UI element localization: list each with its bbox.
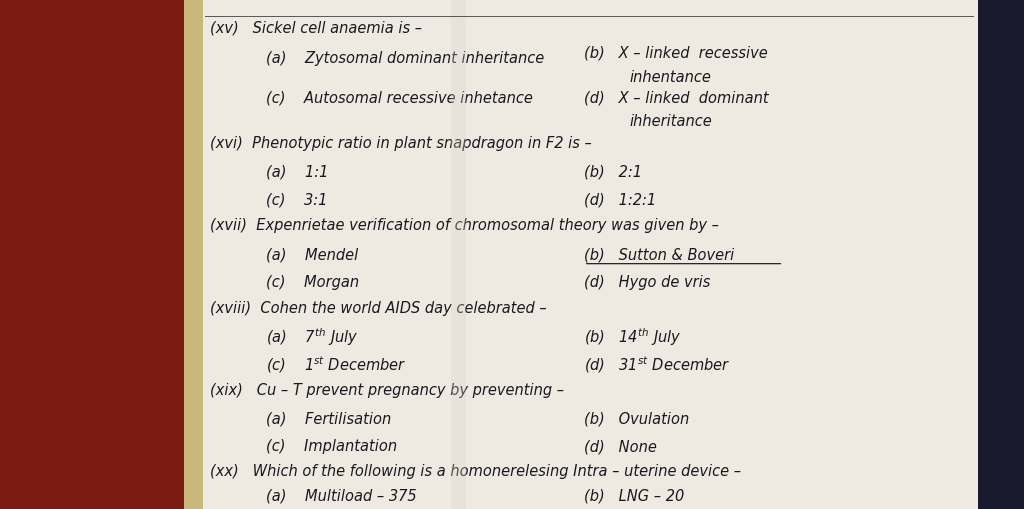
Text: (xvi)  Phenotypic ratio in plant snapdragon in F2 is –: (xvi) Phenotypic ratio in plant snapdrag… [210, 136, 592, 151]
Text: (b)   14$^{th}$ July: (b) 14$^{th}$ July [584, 326, 681, 348]
Text: (b)   2:1: (b) 2:1 [584, 164, 642, 179]
Text: ihheritance: ihheritance [630, 114, 713, 129]
Text: (a)    Zytosomal dominant inheritance: (a) Zytosomal dominant inheritance [266, 51, 545, 66]
Text: (b)   X – linked  recessive: (b) X – linked recessive [584, 46, 767, 61]
Text: (c)    1$^{st}$ December: (c) 1$^{st}$ December [266, 355, 407, 375]
Text: (d)   Hygo de vris: (d) Hygo de vris [584, 275, 710, 290]
Text: (a)    Fertilisation: (a) Fertilisation [266, 411, 391, 427]
Text: (a)    Mendel: (a) Mendel [266, 247, 358, 262]
Text: (b)   LNG – 20: (b) LNG – 20 [584, 488, 684, 503]
Text: (c)    Autosomal recessive inhetance: (c) Autosomal recessive inhetance [266, 90, 534, 105]
Text: (a)    1:1: (a) 1:1 [266, 164, 329, 179]
Bar [451, 0, 466, 509]
Bar [881, 0, 1024, 509]
Text: (a)    7$^{th}$ July: (a) 7$^{th}$ July [266, 326, 358, 348]
Text: (c)    Morgan: (c) Morgan [266, 275, 359, 290]
Text: (c)    3:1: (c) 3:1 [266, 192, 328, 207]
Text: (d)   1:2:1: (d) 1:2:1 [584, 192, 655, 207]
Text: (xix)   Cu – T prevent pregnancy by preventing –: (xix) Cu – T prevent pregnancy by preven… [210, 383, 564, 399]
Text: (b)   Sutton & Boveri: (b) Sutton & Boveri [584, 247, 734, 262]
Text: (xx)   Which of the following is a homonerelesing Intra – uterine device –: (xx) Which of the following is a homoner… [210, 464, 741, 479]
Text: (c)    Implantation: (c) Implantation [266, 439, 397, 455]
Text: (d)   X – linked  dominant: (d) X – linked dominant [584, 90, 768, 105]
Bar [200, 0, 978, 509]
Text: (xv)   Sickel cell anaemia is –: (xv) Sickel cell anaemia is – [210, 20, 422, 36]
Text: (a)    Multiload – 375: (a) Multiload – 375 [266, 488, 417, 503]
Text: inhentance: inhentance [630, 70, 712, 85]
Text: (xviii)  Cohen the world AIDS day celebrated –: (xviii) Cohen the world AIDS day celebra… [210, 301, 547, 317]
Text: (xvii)  Expenrietae verification of chromosomal theory was given by –: (xvii) Expenrietae verification of chrom… [210, 218, 719, 234]
Text: (d)   None: (d) None [584, 439, 656, 455]
Text: (d)   31$^{st}$ December: (d) 31$^{st}$ December [584, 355, 730, 375]
Bar [184, 0, 203, 509]
Text: (b)   Ovulation: (b) Ovulation [584, 411, 689, 427]
